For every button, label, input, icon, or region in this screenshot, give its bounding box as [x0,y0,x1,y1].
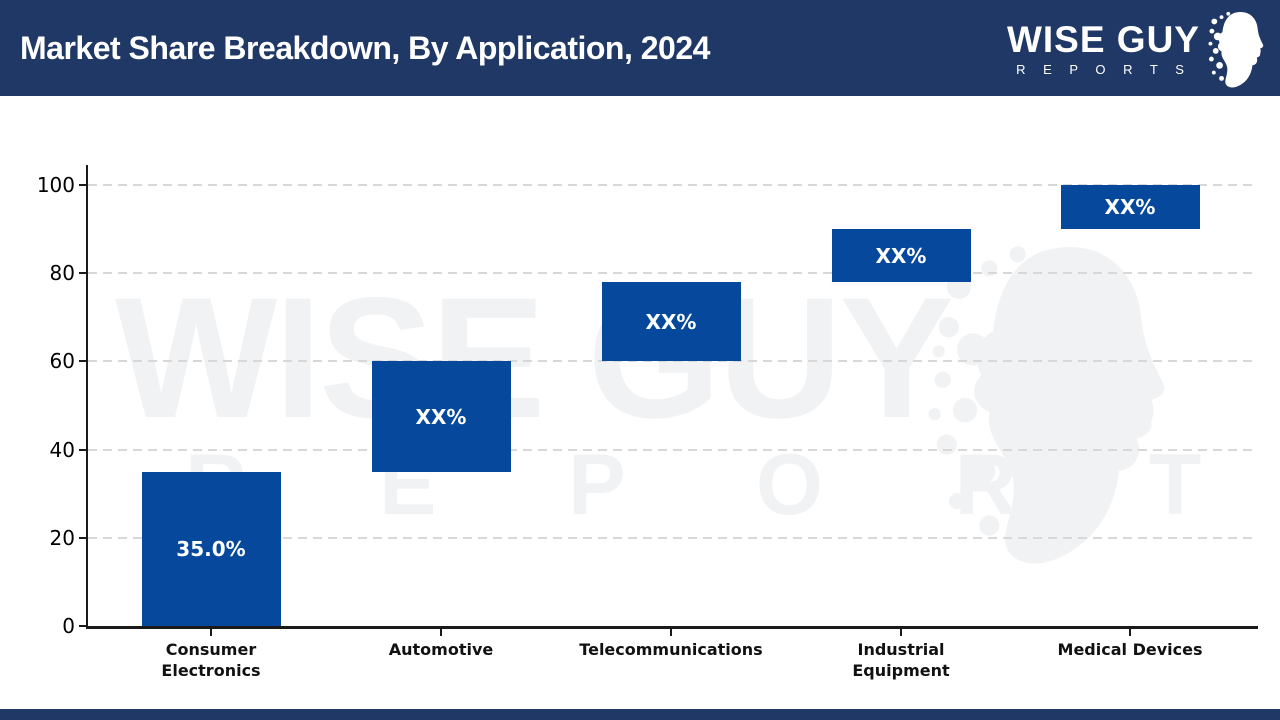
bar-telecommunications: XX% [601,282,741,362]
bar-medical-devices: XX% [1060,185,1200,230]
category-label-industrial-equipment: Industrial Equipment [852,640,950,680]
y-tick-20 [79,536,86,539]
x-tick-medical-devices [1129,629,1131,636]
category-label-consumer-electronics: Consumer Electronics [161,640,261,680]
gridline-100 [88,184,1258,186]
gridline-40 [88,448,1258,451]
brand-head-icon [1208,11,1264,88]
y-tick-label-100: 100 [36,173,75,197]
brand-logo: WISE GUY R E P O R T S [1007,7,1266,89]
watermark-text-wiseguy: WISE GUY [115,262,954,454]
bar-industrial-equipment: XX% [831,229,971,282]
page-title: Market Share Breakdown, By Application, … [20,29,710,66]
head-shape [928,246,1165,564]
y-tick-label-20: 20 [49,525,75,550]
x-tick-automotive [440,629,442,636]
category-label-telecommunications: Telecommunications [579,640,763,659]
bar-value-label-automotive: XX% [415,404,467,429]
category-label-medical-devices: Medical Devices [1057,640,1203,659]
x-axis-line [86,626,1258,629]
bar-value-label-consumer-electronics: 35.0% [176,536,246,561]
y-tick-60 [79,360,86,363]
y-tick-label-60: 60 [49,349,75,374]
y-tick-label-80: 80 [49,261,75,286]
y-tick-80 [79,272,86,275]
x-tick-consumer-electronics [210,629,212,636]
bar-consumer-electronics: 35.0% [141,471,281,626]
x-tick-industrial-equipment [900,629,902,636]
gridline-80 [88,272,1258,275]
header: Market Share Breakdown, By Application, … [0,0,1280,96]
brand-logo-text: WISE GUY R E P O R T S [1007,21,1200,76]
y-tick-40 [79,448,86,451]
gridline-60 [88,360,1258,363]
y-axis-line [86,165,88,628]
footer-bar [0,709,1280,720]
bar-value-label-telecommunications: XX% [645,309,697,334]
gridline-20 [88,536,1258,539]
bar-value-label-medical-devices: XX% [1104,195,1156,220]
y-tick-0 [79,625,86,627]
y-tick-label-0: 0 [62,614,75,638]
x-tick-telecommunications [670,629,672,636]
bar-value-label-industrial-equipment: XX% [875,243,927,268]
bar-automotive: XX% [371,361,511,472]
y-tick-label-40: 40 [49,437,75,462]
brand-subname: R E P O R T S [1016,61,1191,77]
brand-name: WISE GUY [1006,18,1200,60]
y-tick-100 [79,184,86,186]
category-label-automotive: Automotive [388,640,494,659]
